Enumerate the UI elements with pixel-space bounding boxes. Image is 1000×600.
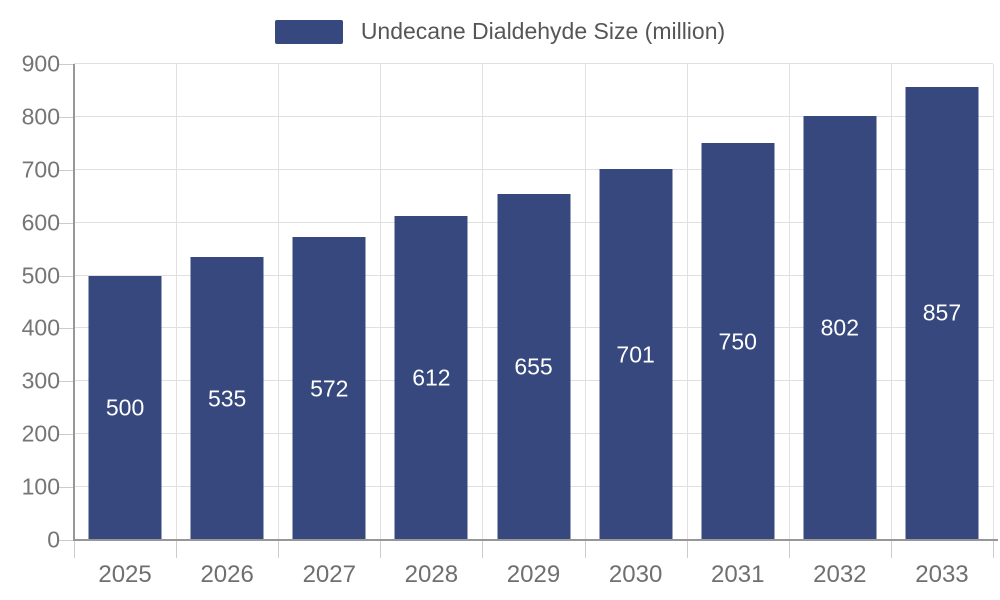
x-axis-tick [176,541,178,558]
bar-value-label: 750 [718,328,757,355]
v-gridline [788,64,790,540]
y-axis-tick-label: 700 [21,156,60,183]
x-axis-tick-label: 2031 [711,561,765,588]
y-axis-tick [59,222,73,224]
x-axis-tick [380,541,382,558]
x-axis-tick-label: 2029 [506,561,561,588]
h-gridline [74,115,993,117]
x-axis-tick [788,541,790,558]
legend-item-undecane-dialdehyde-size[interactable]: Undecane Dialdehyde Size (million) [274,18,726,45]
x-axis-tick [482,541,484,558]
bar-2032[interactable]: 802 [803,115,877,540]
v-gridline [584,64,586,540]
y-axis-tick [59,434,73,436]
y-axis-line [73,64,75,540]
v-gridline [890,64,892,540]
legend-swatch-icon [274,19,343,44]
y-axis-tick-label: 400 [21,314,60,341]
x-axis-tick-label: 2025 [98,561,152,588]
plot-area: 500 535 572 612 655 701 750 802 857 [74,63,994,540]
y-axis-tick [59,116,73,118]
y-axis-tick-label: 600 [21,209,60,236]
bar-2031[interactable]: 750 [701,143,775,540]
y-axis-tick-label: 500 [21,262,60,289]
y-axis-tick-label: 900 [21,50,60,77]
y-axis-tick [59,487,73,489]
v-gridline [278,64,280,540]
x-axis-tick-label: 2032 [813,561,867,588]
x-axis-tick [278,541,280,558]
y-axis-tick-label: 200 [21,420,60,447]
bar-value-label: 612 [412,364,451,391]
bar-2028[interactable]: 612 [394,216,468,540]
v-gridline [993,64,994,540]
bar-value-label: 500 [105,394,145,421]
y-axis-tick-label: 800 [21,103,60,130]
y-axis-tick-label: 0 [47,526,60,553]
bar-value-label: 701 [616,341,655,368]
bar-2026[interactable]: 535 [190,257,264,540]
bar-value-label: 572 [310,375,349,402]
y-axis-tick-label: 300 [21,367,60,394]
legend-label: Undecane Dialdehyde Size (million) [360,18,726,44]
bar-value-label: 535 [207,385,247,412]
y-axis-tick [59,275,73,277]
x-axis-tick [686,541,688,558]
x-axis-tick [584,541,586,558]
bar-2029[interactable]: 655 [497,193,570,540]
v-gridline [380,64,382,540]
x-axis-tick [993,541,994,558]
y-axis-tick [59,381,73,383]
h-gridline [74,63,993,64]
x-axis-line [73,539,998,541]
bar-2030[interactable]: 701 [599,169,673,540]
bar-2025[interactable]: 500 [88,275,162,540]
x-axis-tick [74,541,75,558]
legend: Undecane Dialdehyde Size (million) [0,18,1000,45]
y-axis-tick [59,64,73,65]
bar-value-label: 802 [820,314,860,341]
bar-value-label: 655 [514,353,553,380]
x-axis-tick-label: 2033 [915,561,969,588]
y-axis-tick-label: 100 [21,473,60,500]
bar-value-label: 857 [922,299,962,326]
x-axis-tick-label: 2027 [302,561,356,588]
x-axis-tick-label: 2026 [200,561,254,588]
x-axis-tick [890,541,892,558]
y-axis-tick [59,328,73,330]
y-axis-tick [59,540,73,541]
v-gridline [686,64,688,540]
v-gridline [176,64,178,540]
x-axis-tick-label: 2028 [404,561,459,588]
bar-2027[interactable]: 572 [292,237,366,540]
x-axis-tick-label: 2030 [608,561,663,588]
v-gridline [482,64,484,540]
h-gridline [74,168,993,170]
y-axis-tick [59,169,73,171]
bar-2033[interactable]: 857 [905,86,979,540]
